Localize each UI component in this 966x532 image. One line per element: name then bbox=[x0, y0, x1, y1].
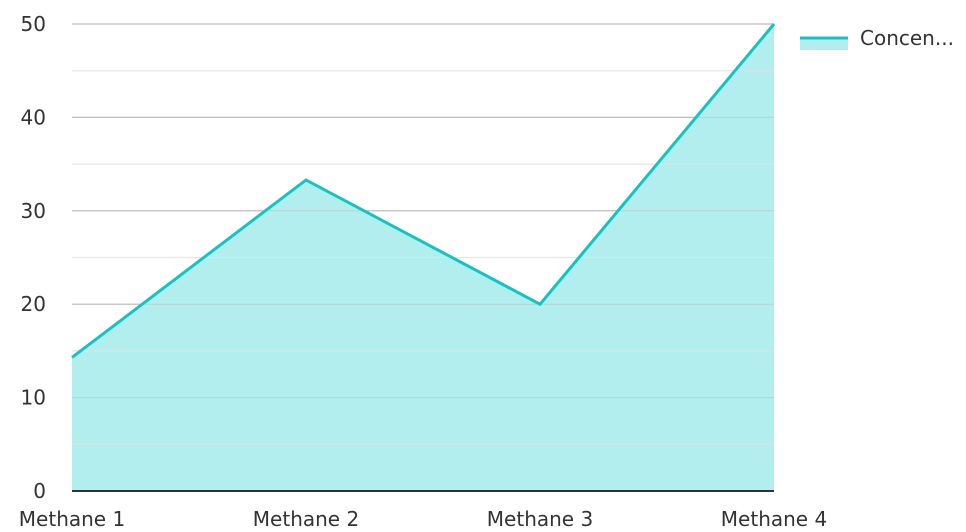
y-tick-label: 0 bbox=[33, 479, 46, 503]
legend[interactable]: Concen... bbox=[800, 26, 954, 50]
y-tick-label: 50 bbox=[21, 12, 46, 36]
series-area-group bbox=[71, 23, 776, 491]
x-tick-label: Methane 2 bbox=[253, 507, 359, 531]
x-tick-label: Methane 3 bbox=[487, 507, 593, 531]
y-axis-ticks: 0 10 20 30 40 50 bbox=[21, 12, 46, 503]
series-line bbox=[71, 23, 776, 359]
y-tick-label: 20 bbox=[21, 292, 46, 316]
legend-swatch-fill bbox=[800, 38, 848, 50]
x-tick-label: Methane 4 bbox=[721, 507, 827, 531]
y-tick-label: 10 bbox=[21, 386, 46, 410]
legend-label: Concen... bbox=[860, 26, 954, 50]
y-tick-label: 30 bbox=[21, 199, 46, 223]
y-tick-label: 40 bbox=[21, 105, 46, 129]
x-tick-label: Methane 1 bbox=[19, 507, 125, 531]
x-axis-ticks: Methane 1 Methane 2 Methane 3 Methane 4 bbox=[19, 507, 827, 531]
